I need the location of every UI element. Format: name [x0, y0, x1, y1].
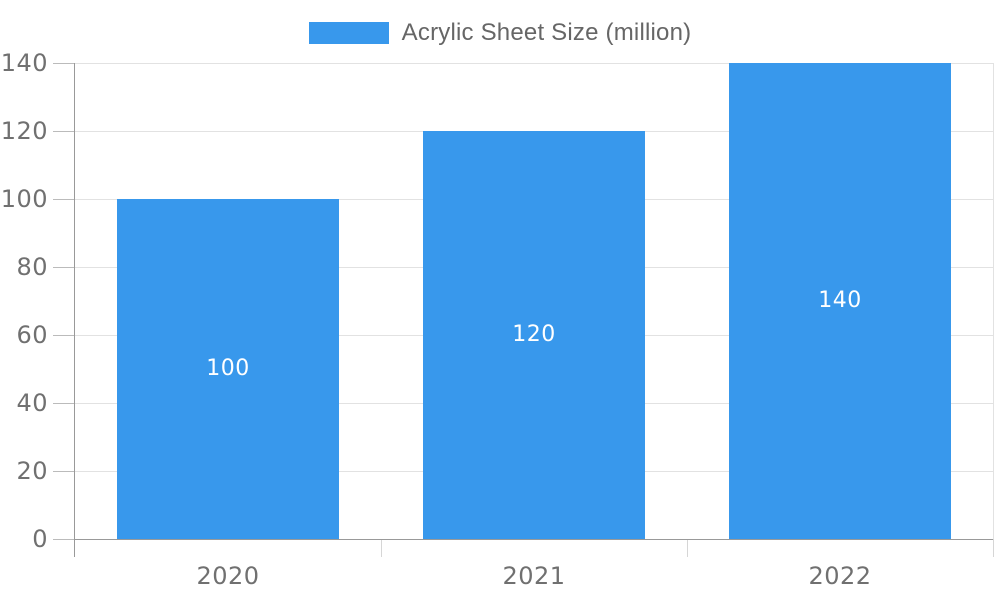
y-axis-tick [53, 539, 74, 540]
y-axis-tick [53, 471, 74, 472]
y-axis-tick [53, 403, 74, 404]
y-tick-label: 100 [0, 185, 48, 213]
y-axis-tick [53, 335, 74, 336]
legend-label: Acrylic Sheet Size (million) [401, 19, 692, 46]
y-axis-line [74, 63, 75, 557]
y-tick-label: 120 [0, 117, 48, 145]
legend[interactable]: Acrylic Sheet Size (million) [0, 19, 1000, 46]
y-axis-tick [53, 267, 74, 268]
gridline [75, 63, 993, 64]
legend-swatch [308, 22, 389, 44]
y-tick-label: 40 [16, 389, 48, 417]
bar-value-label: 120 [512, 322, 556, 347]
y-tick-label: 140 [0, 49, 48, 77]
plot-right-border [993, 63, 994, 539]
x-tick-label: 2021 [502, 562, 566, 590]
x-axis-line [75, 539, 993, 540]
bar [423, 131, 645, 539]
y-axis-tick [53, 63, 74, 64]
y-axis-tick [53, 131, 74, 132]
y-tick-label: 20 [16, 457, 48, 485]
x-axis-boundary-tick [993, 539, 994, 557]
bar [117, 199, 339, 539]
y-axis-tick [53, 199, 74, 200]
y-tick-label: 80 [16, 253, 48, 281]
y-tick-label: 0 [32, 525, 48, 553]
bar-value-label: 140 [818, 288, 862, 313]
y-tick-label: 60 [16, 321, 48, 349]
x-tick-label: 2020 [196, 562, 260, 590]
bar-value-label: 100 [206, 356, 250, 381]
x-axis-boundary-tick [381, 539, 382, 557]
bar [729, 63, 951, 539]
x-tick-label: 2022 [808, 562, 872, 590]
x-axis-boundary-tick [687, 539, 688, 557]
